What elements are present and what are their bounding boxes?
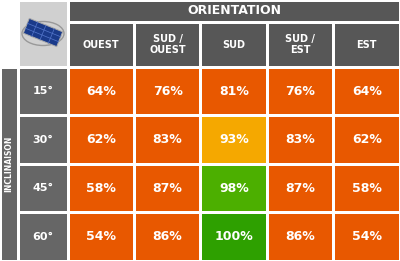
Bar [136, 68, 199, 114]
Text: SUD /
EST: SUD / EST [286, 34, 315, 55]
Text: 62%: 62% [352, 133, 382, 146]
Bar [20, 68, 66, 114]
Bar [70, 23, 133, 66]
Bar [70, 214, 133, 259]
Bar [335, 165, 398, 211]
Bar [70, 117, 133, 163]
Bar [335, 68, 398, 114]
Bar [20, 117, 66, 163]
Text: ORIENTATION: ORIENTATION [187, 4, 281, 17]
Bar [70, 165, 133, 211]
Bar [20, 2, 66, 66]
Text: 87%: 87% [153, 182, 182, 195]
Bar [20, 165, 66, 211]
Text: 76%: 76% [153, 85, 182, 98]
Bar [23, 18, 63, 47]
Bar [202, 68, 266, 114]
Text: 100%: 100% [215, 230, 253, 243]
Bar [202, 23, 266, 66]
Bar [202, 214, 266, 259]
Text: 87%: 87% [286, 182, 315, 195]
Text: 30°: 30° [32, 135, 54, 145]
Bar [269, 68, 332, 114]
Text: 86%: 86% [286, 230, 315, 243]
Text: 86%: 86% [153, 230, 182, 243]
Bar [70, 68, 133, 114]
Text: 98%: 98% [219, 182, 249, 195]
Text: 93%: 93% [219, 133, 249, 146]
Text: 81%: 81% [219, 85, 249, 98]
Text: 76%: 76% [286, 85, 315, 98]
Text: OUEST: OUEST [83, 39, 120, 50]
Text: 58%: 58% [86, 182, 116, 195]
Text: 62%: 62% [86, 133, 116, 146]
Bar [269, 214, 332, 259]
Bar [269, 117, 332, 163]
Bar [2, 68, 16, 259]
Text: 58%: 58% [352, 182, 382, 195]
Bar [202, 117, 266, 163]
Bar [136, 165, 199, 211]
Text: 64%: 64% [352, 85, 382, 98]
Text: 54%: 54% [86, 230, 116, 243]
Bar [269, 165, 332, 211]
Text: SUD: SUD [222, 39, 246, 50]
Text: EST: EST [356, 39, 377, 50]
Text: SUD /
OUEST: SUD / OUEST [149, 34, 186, 55]
Text: 83%: 83% [153, 133, 182, 146]
Bar [136, 23, 199, 66]
Bar [269, 23, 332, 66]
Text: 45°: 45° [32, 183, 54, 193]
Bar [335, 117, 398, 163]
Bar [136, 214, 199, 259]
Text: INCLINAISON: INCLINAISON [4, 136, 14, 192]
Bar [335, 214, 398, 259]
Bar [20, 214, 66, 259]
Text: 15°: 15° [32, 86, 54, 96]
Text: 83%: 83% [286, 133, 315, 146]
Text: 60°: 60° [32, 232, 54, 242]
Bar [136, 117, 199, 163]
Bar [70, 2, 398, 21]
Text: 64%: 64% [86, 85, 116, 98]
Bar [335, 23, 398, 66]
Bar [202, 165, 266, 211]
Text: 54%: 54% [352, 230, 382, 243]
